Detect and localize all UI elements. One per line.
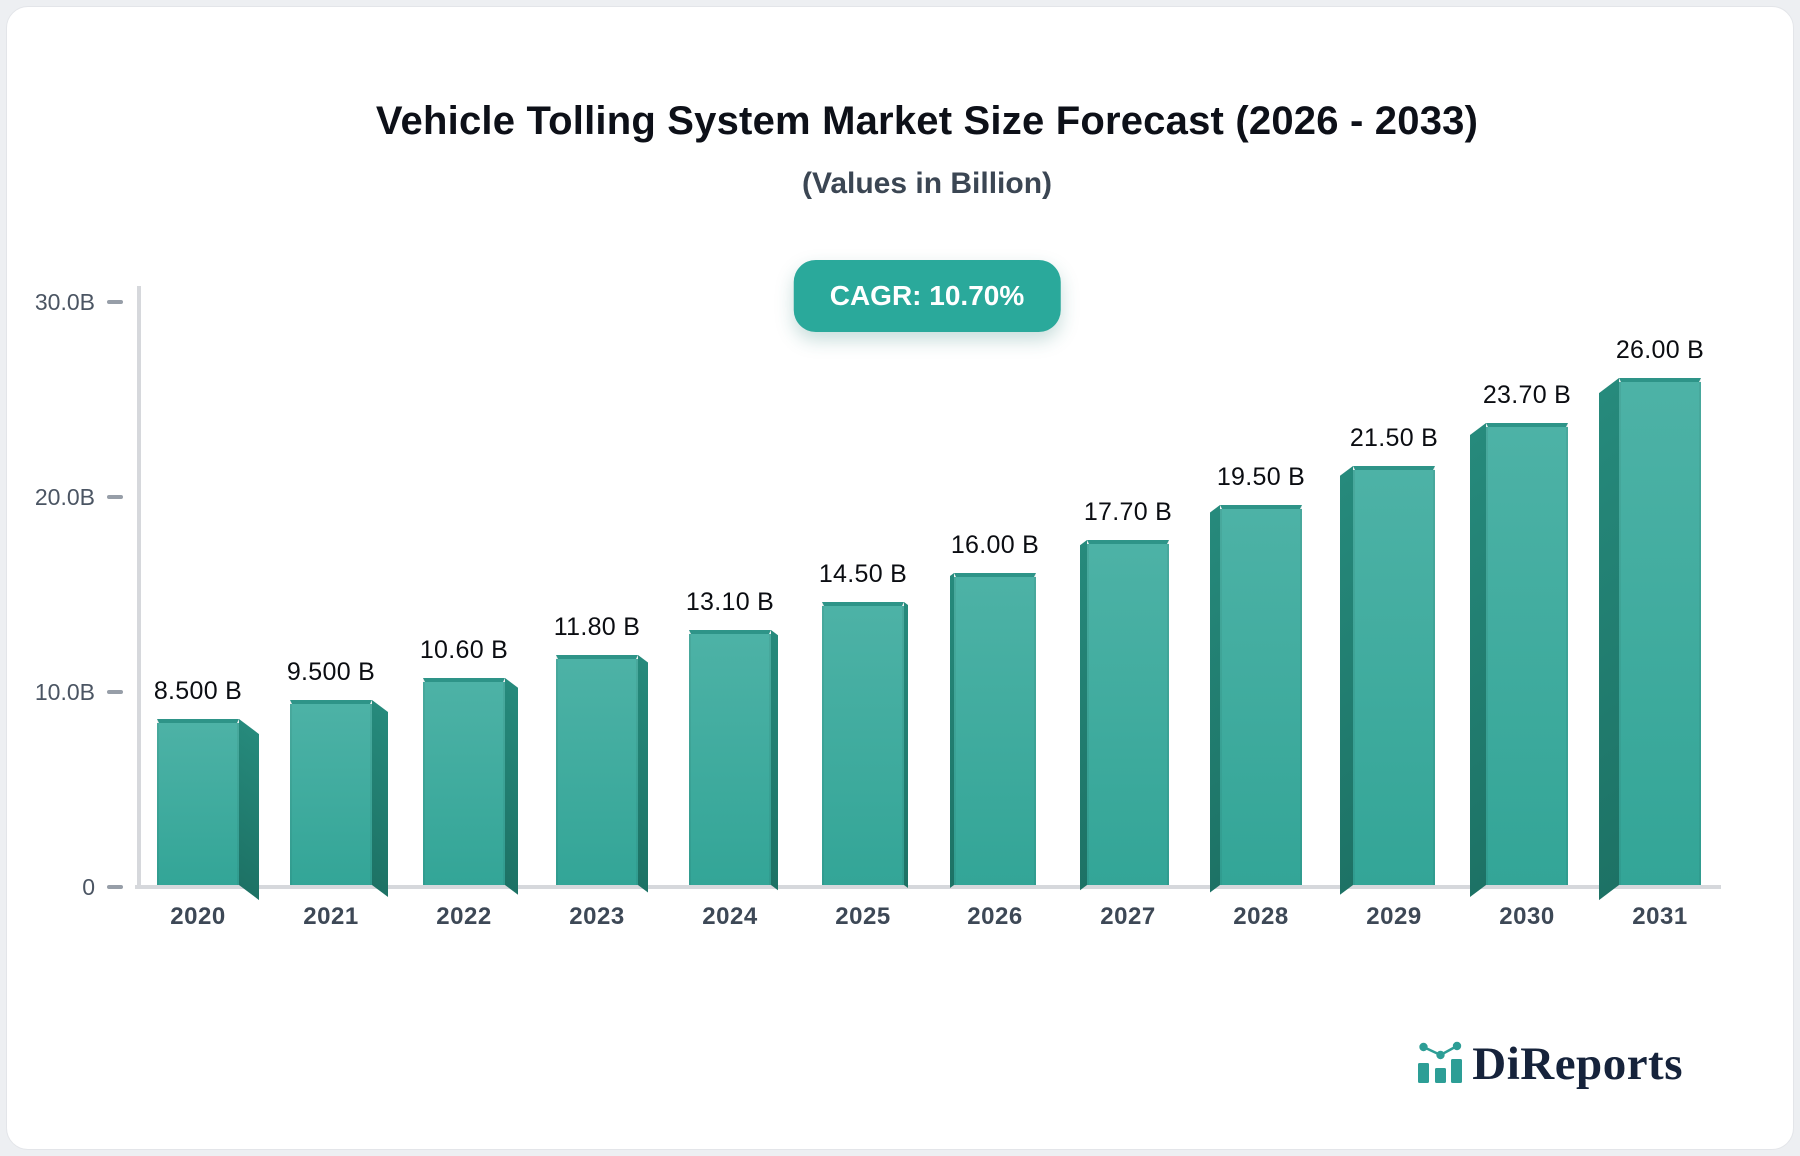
x-tick-label-2031: 2031 [1632,903,1688,930]
bar-value-label-2028: 19.50 B [1216,463,1306,491]
bar-side-2029 [1340,466,1353,895]
x-tick-label-2028: 2028 [1233,903,1289,930]
bar-side-2023 [638,655,648,893]
bar-side-2025 [904,602,908,889]
bar-value-label-2020: 8.500 B [153,677,243,705]
x-tick-label-2021: 2021 [303,903,359,930]
y-tick-label-20: 20.0B [34,484,95,510]
bar-side-2027 [1080,540,1087,891]
chart-card: Vehicle Tolling System Market Size Forec… [6,6,1794,1150]
y-tick-label-0: 0 [82,874,95,900]
bar-line-chart-icon [1418,1041,1463,1083]
bar-value-label-2031: 26.00 B [1615,336,1705,364]
bar-value-label-2026: 16.00 B [950,531,1040,559]
brand-logo: DiReports [1416,1039,1683,1091]
brand-name: DiReports [1472,1038,1683,1091]
bar-2031 [1619,378,1701,885]
x-tick-label-2030: 2030 [1499,903,1555,930]
y-axis-line [137,286,141,889]
y-tick-label-30: 30.0B [34,289,95,315]
bar-side-2028 [1210,505,1220,893]
x-tick-label-2029: 2029 [1366,903,1422,930]
bar-value-label-2022: 10.60 B [419,636,509,664]
bar-side-2020 [239,719,259,901]
bar-2026 [954,573,1036,885]
bar-value-label-2021: 9.500 B [286,658,376,686]
x-tick-label-2025: 2025 [835,903,891,930]
chart-title: Vehicle Tolling System Market Size Forec… [375,99,1479,143]
y-tick-dash-20 [107,495,123,499]
cagr-badge: CAGR: 10.70% [793,260,1061,332]
y-tick-dash-0 [107,885,123,889]
bar-value-label-2029: 21.50 B [1349,424,1439,452]
x-tick-label-2020: 2020 [170,903,226,930]
bar-value-label-2027: 17.70 B [1083,498,1173,526]
y-tick-label-10: 10.0B [34,679,95,705]
bar-value-label-2030: 23.70 B [1482,381,1572,409]
bar-value-label-2023: 11.80 B [553,613,641,641]
bar-2020 [157,719,239,885]
x-tick-label-2023: 2023 [569,903,625,930]
bar-2027 [1087,540,1169,885]
bar-2024 [689,630,771,885]
chart-subtitle: (Values in Billion) [801,167,1053,200]
bar-side-2021 [372,700,388,898]
bar-side-2031 [1599,378,1619,901]
x-tick-label-2024: 2024 [702,903,758,930]
y-tick-dash-30 [107,300,123,304]
y-tick-dash-10 [107,690,123,694]
x-axis-line [135,885,1721,889]
bar-value-label-2024: 13.10 B [685,588,775,616]
bar-2025 [822,602,904,885]
bar-side-2024 [771,630,778,891]
x-tick-label-2026: 2026 [967,903,1023,930]
bar-value-label-2025: 14.50 B [818,560,908,588]
bar-side-2030 [1470,423,1486,898]
bar-2029 [1353,466,1435,885]
bar-2028 [1220,505,1302,885]
bar-side-2022 [505,678,518,895]
bar-2023 [556,655,638,885]
bar-2022 [423,678,505,885]
bar-2030 [1486,423,1568,885]
x-tick-label-2027: 2027 [1100,903,1156,930]
x-tick-label-2022: 2022 [436,903,492,930]
bar-2021 [290,700,372,885]
